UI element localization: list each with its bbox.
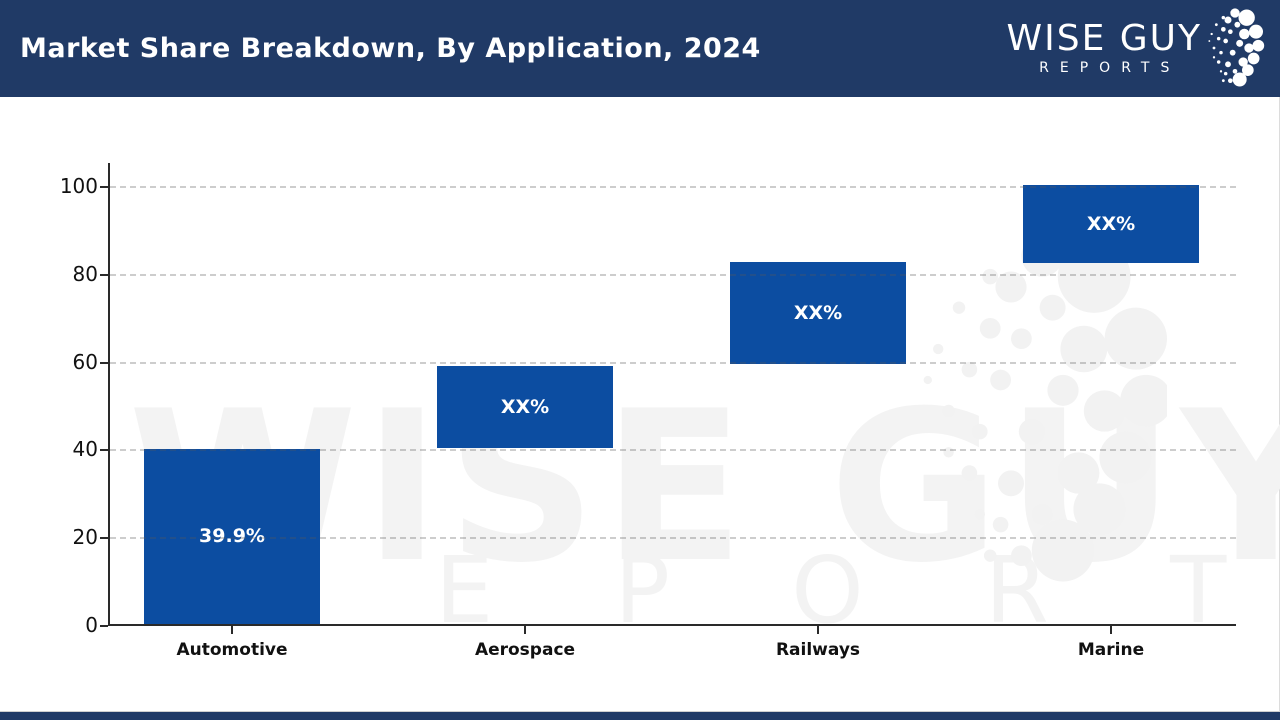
- y-tick-mark-20: [100, 537, 108, 540]
- chart-canvas: WISE GUY R E P O R T S 02040608010039.9%…: [0, 97, 1280, 712]
- bar-aerospace: XX%: [437, 365, 613, 449]
- x-axis-label-aerospace: Aerospace: [474, 640, 576, 660]
- watermark-head-dots-icon: [923, 235, 1167, 582]
- logo-subtitle: REPORTS: [1039, 59, 1181, 76]
- bar-value-label: 39.9%: [199, 525, 265, 548]
- y-tick-label-100: 100: [59, 174, 98, 199]
- logo-text: WISE GUY REPORTS: [1007, 20, 1203, 76]
- bar-railways: XX%: [730, 262, 906, 365]
- plot-area: 0 20 40 60 80 100 39.9% XX% XX% XX% Automotive Aero…: [60, 163, 1236, 660]
- x-tick-mark-automotive: [231, 626, 233, 634]
- wise-guy-logo: WISE GUY REPORTS: [1007, 6, 1269, 90]
- footer-bar: [0, 712, 1280, 720]
- bar-automotive: 39.9%: [144, 448, 320, 624]
- gridline-60: [110, 361, 1236, 364]
- bar-value-label: XX%: [500, 396, 550, 418]
- x-axis-label-railways: Railways: [775, 640, 861, 660]
- logo-head-dots-icon: [1208, 8, 1265, 87]
- gridline-40: [110, 449, 1236, 452]
- page-title: Market Share Breakdown, By Application, …: [20, 33, 761, 64]
- x-axis-label-automotive: Automotive: [176, 640, 288, 660]
- header-bar: Market Share Breakdown, By Application, …: [0, 0, 1280, 97]
- bar-marine: XX%: [1023, 185, 1199, 264]
- y-tick-mark-40: [100, 449, 108, 452]
- y-tick-mark-60: [100, 361, 108, 364]
- gridline-80: [110, 273, 1236, 276]
- bar-value-label: XX%: [793, 302, 843, 325]
- gridline-20: [110, 537, 1236, 540]
- y-tick-mark-0: [100, 625, 108, 627]
- y-tick-mark-100: [100, 186, 108, 189]
- bar-value-label: XX%: [1086, 213, 1136, 236]
- x-axis-label-marine: Marine: [1077, 640, 1145, 660]
- y-tick-label-80: 80: [72, 261, 98, 286]
- watermark-subtitle: R E P O R T S: [250, 537, 1280, 644]
- y-tick-mark-80: [100, 273, 108, 276]
- x-tick-mark-railways: [817, 626, 819, 634]
- x-tick-mark-marine: [1110, 626, 1112, 634]
- gridline-100: [110, 186, 1236, 189]
- y-tick-label-40: 40: [72, 437, 98, 462]
- logo-wordmark: WISE GUY: [1006, 18, 1202, 60]
- y-tick-label-60: 60: [72, 349, 98, 374]
- y-tick-label-0: 0: [85, 613, 98, 637]
- x-tick-mark-aerospace: [524, 626, 526, 634]
- y-tick-label-20: 20: [72, 525, 98, 550]
